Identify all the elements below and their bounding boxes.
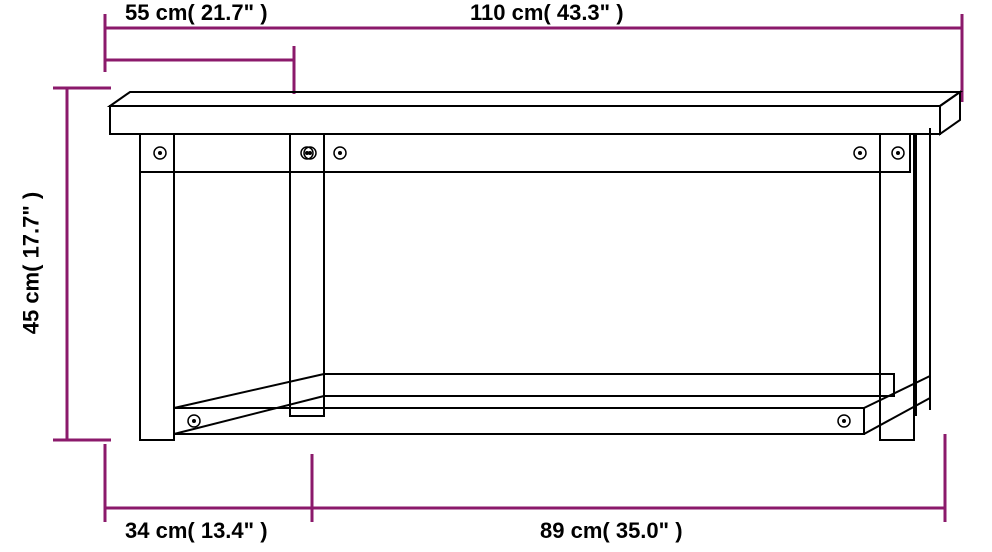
dim-bottom-right-cm: 89 cm [540, 518, 602, 543]
dim-top-left-cm: 55 cm [125, 0, 187, 25]
dim-left-height: 45 cm( 17.7" ) [18, 192, 44, 335]
dim-top-right: 110 cm( 43.3" ) [470, 0, 624, 26]
dim-top-left: 55 cm( 21.7" ) [125, 0, 268, 26]
dim-top-left-in: ( 21.7" ) [187, 0, 267, 25]
dim-top-right-in: ( 43.3" ) [543, 0, 623, 25]
dim-left-height-cm: 45 cm [18, 272, 43, 334]
dim-bottom-left-cm: 34 cm [125, 518, 187, 543]
dim-bottom-left-in: ( 13.4" ) [187, 518, 267, 543]
dim-bottom-right: 89 cm( 35.0" ) [540, 518, 683, 544]
dimension-drawing [0, 0, 992, 552]
dim-top-right-cm: 110 cm [470, 0, 543, 25]
dim-bottom-left: 34 cm( 13.4" ) [125, 518, 268, 544]
dim-left-height-in: ( 17.7" ) [18, 192, 43, 272]
dim-bottom-right-in: ( 35.0" ) [602, 518, 682, 543]
